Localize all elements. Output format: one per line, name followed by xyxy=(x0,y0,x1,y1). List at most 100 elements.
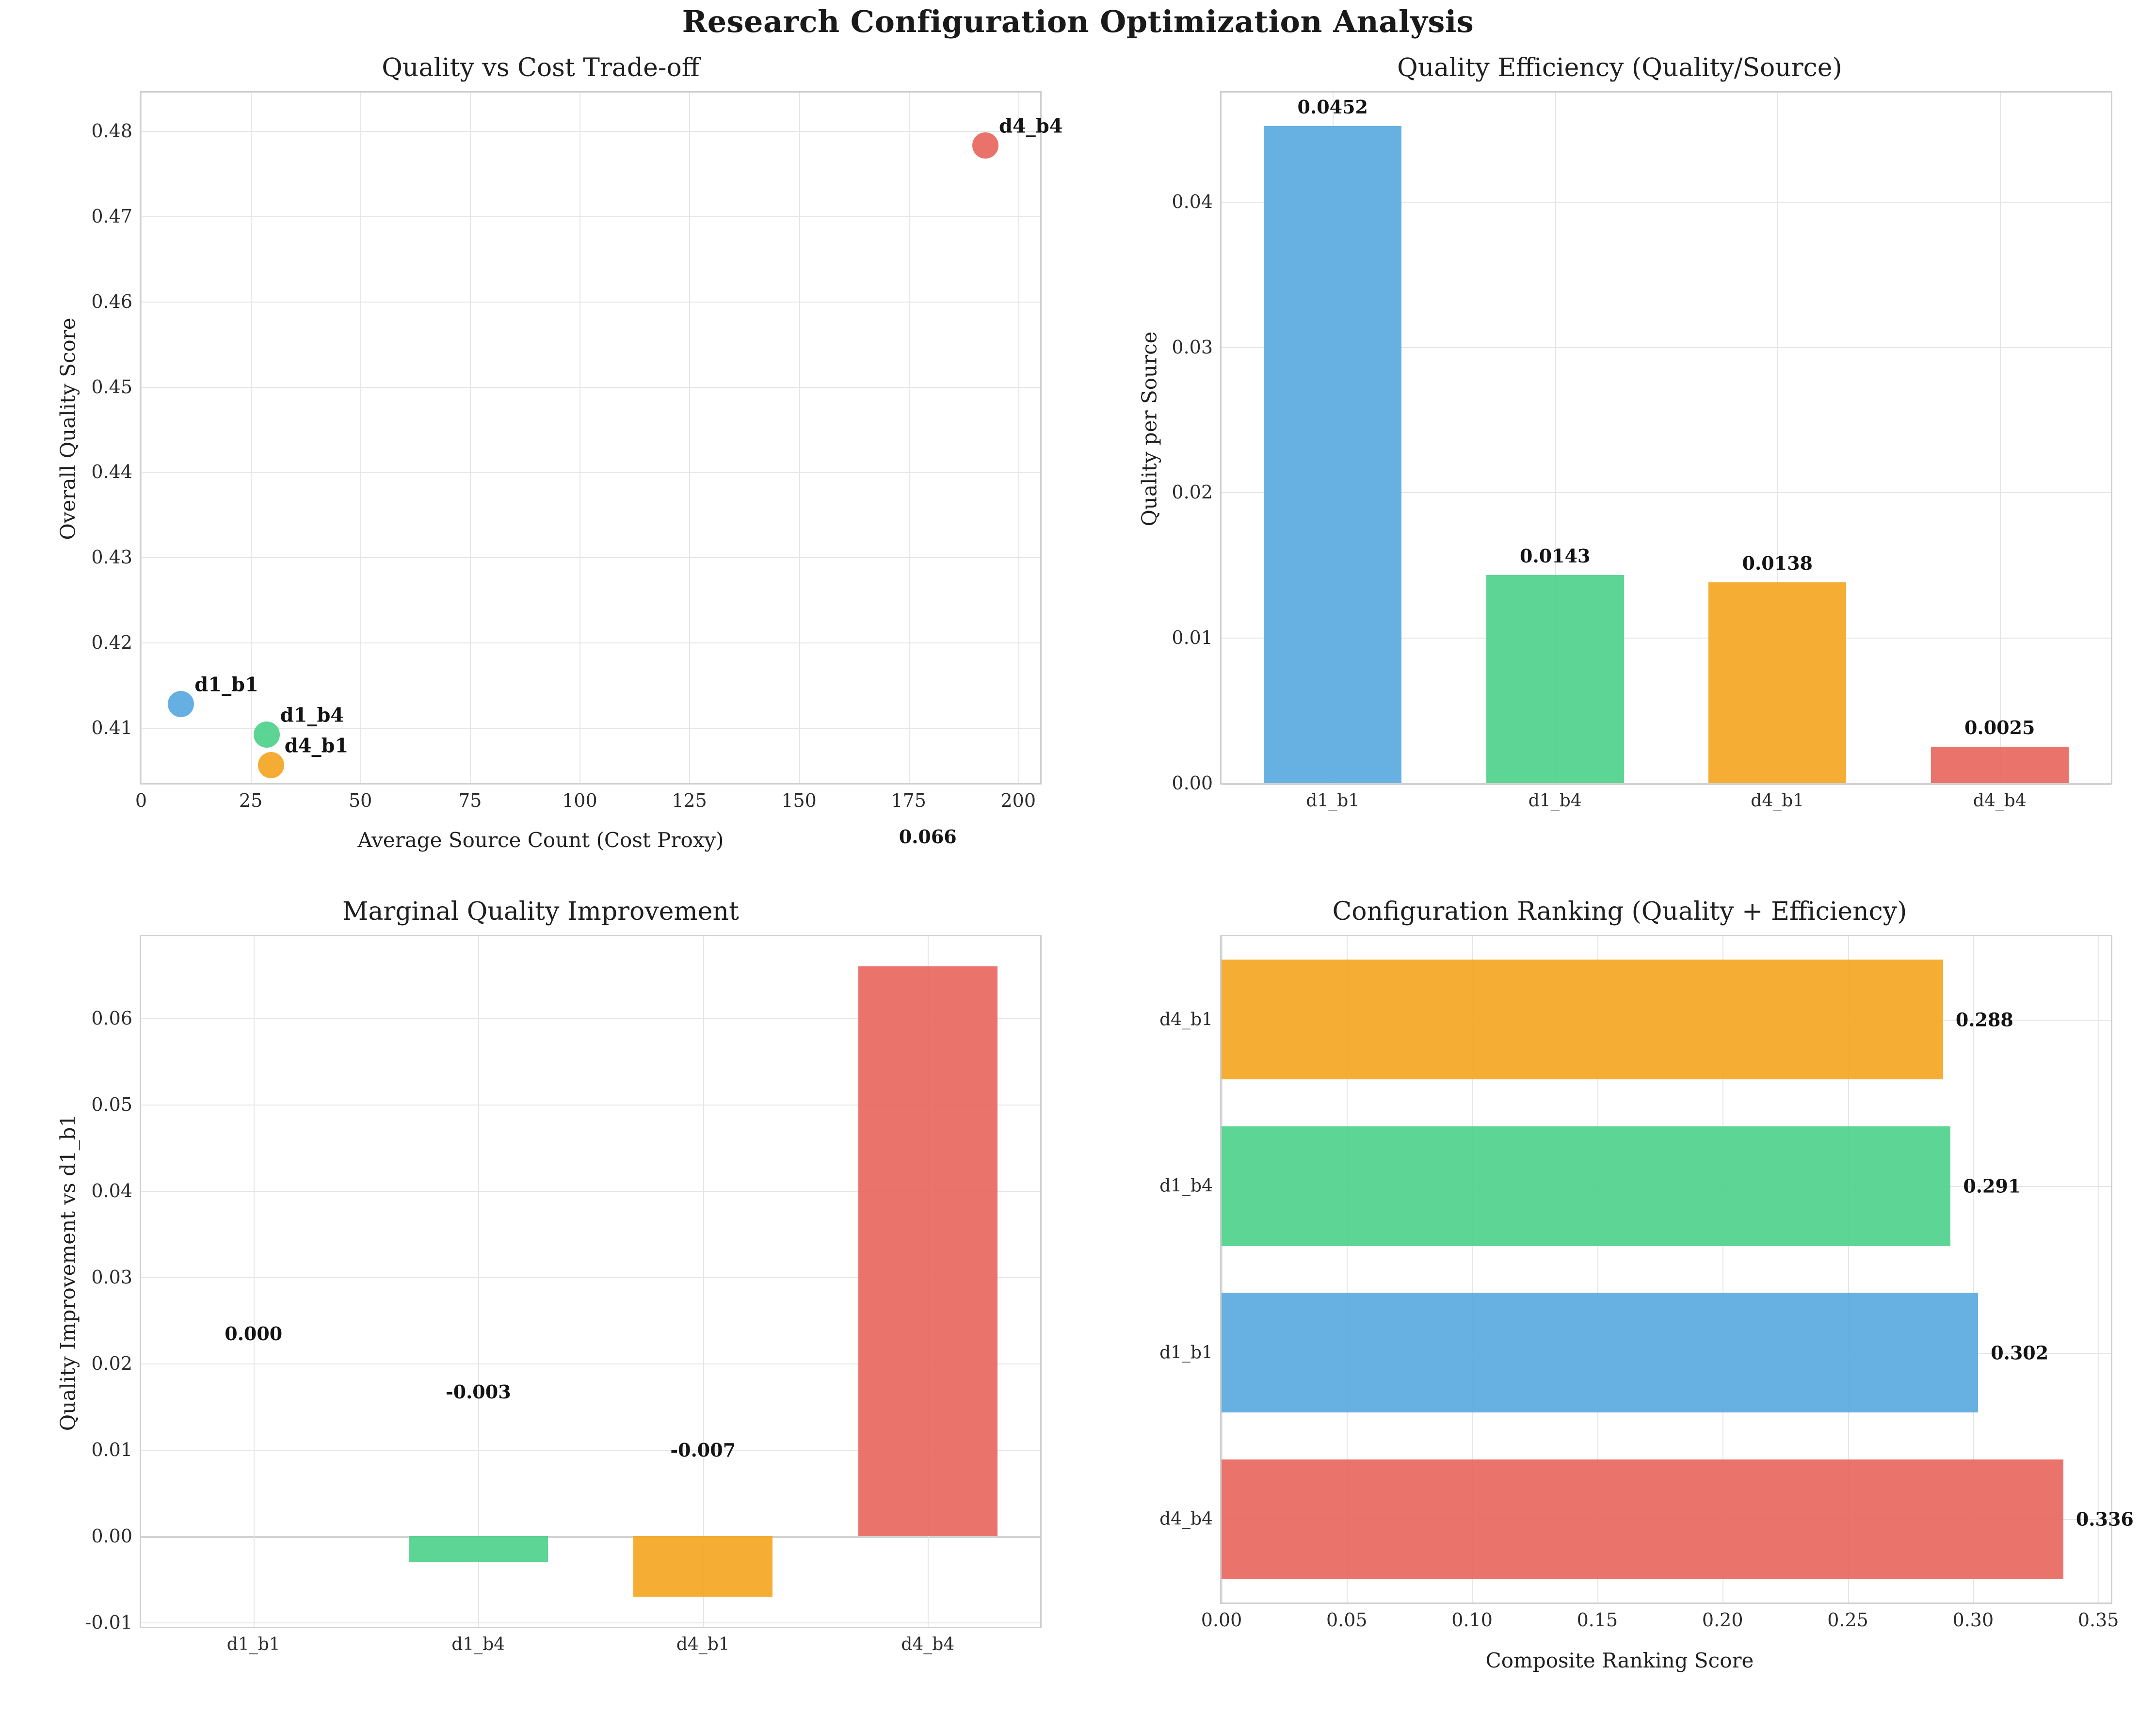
xtick-label: 200 xyxy=(1000,790,1036,811)
bar-value-label: 0.0138 xyxy=(1742,552,1813,575)
bar-d4_b4[interactable] xyxy=(1931,747,2069,783)
bar-value-label: 0.291 xyxy=(1963,1175,2021,1197)
gridline-horizontal xyxy=(1222,347,2111,348)
gridline-vertical xyxy=(1597,936,1598,1603)
bar-value-label: 0.066 xyxy=(899,826,957,848)
bar-d4_b1[interactable] xyxy=(633,1536,773,1597)
xtick-category-label[interactable]: d4_b4 xyxy=(1973,791,2027,811)
gridline-vertical xyxy=(689,93,691,783)
bar-value-label: 0.0143 xyxy=(1520,545,1591,567)
ytick-label: 0.00 xyxy=(1172,772,1213,794)
xtick-label: 0.05 xyxy=(1326,1609,1368,1631)
ytick-category-label[interactable]: d1_b4 xyxy=(1159,1176,1213,1196)
ytick-label: 0.48 xyxy=(91,120,132,142)
gridline-horizontal xyxy=(141,642,1040,643)
bar-value-label: 0.336 xyxy=(2076,1508,2134,1530)
scatter-point[interactable] xyxy=(168,690,194,717)
gridline-vertical xyxy=(360,93,362,783)
gridline-vertical xyxy=(1973,936,1974,1603)
gridline-horizontal xyxy=(141,1018,1040,1020)
xtick-category-label[interactable]: d4_b4 xyxy=(901,1635,955,1654)
gridline-horizontal xyxy=(141,1363,1040,1365)
bar-d1_b1[interactable] xyxy=(1264,126,1402,783)
bar-value-label: 0.0452 xyxy=(1297,96,1368,118)
gridline-horizontal xyxy=(141,131,1040,132)
xtick-label: 0 xyxy=(135,790,147,811)
bar-value-label: -0.007 xyxy=(670,1439,736,1461)
xtick-category-label[interactable]: d4_b1 xyxy=(1751,791,1804,811)
bar-d4_b4[interactable] xyxy=(1222,1459,2063,1579)
xtick-category-label[interactable]: d1_b4 xyxy=(1528,791,1582,811)
xtick-label: 0.30 xyxy=(1952,1609,1994,1631)
xlabel-average-source-count: Average Source Count (Cost Proxy) xyxy=(357,828,724,852)
scatter-point-label: d4_b4 xyxy=(998,114,1063,138)
ytick-label: 0.47 xyxy=(91,205,132,227)
gridline-horizontal xyxy=(141,1450,1040,1451)
gridline-vertical xyxy=(579,93,581,783)
xtick-label: 0.00 xyxy=(1201,1609,1242,1631)
panel-title-quality-efficiency: Quality Efficiency (Quality/Source) xyxy=(1397,53,1842,82)
ytick-label: 0.03 xyxy=(91,1266,132,1288)
ytick-label: 0.02 xyxy=(91,1353,132,1375)
scatter-point[interactable] xyxy=(257,752,284,779)
bar-d1_b4[interactable] xyxy=(1486,575,1624,783)
scatter-point[interactable] xyxy=(972,132,998,159)
bar-value-label: 0.302 xyxy=(1991,1342,2049,1364)
ytick-label: 0.44 xyxy=(91,461,132,483)
bar-d1_b1[interactable] xyxy=(1222,1293,1979,1413)
panel-quality-efficiency: Quality Efficiency (Quality/Source) 0.00… xyxy=(1110,48,2129,844)
gridline-vertical xyxy=(1555,93,1556,783)
figure-suptitle: Research Configuration Optimization Anal… xyxy=(682,4,1474,39)
gridline-horizontal xyxy=(141,1622,1040,1624)
ytick-label: 0.06 xyxy=(91,1008,132,1029)
gridline-horizontal xyxy=(141,216,1040,217)
bar-d1_b4[interactable] xyxy=(408,1536,548,1562)
ytick-label: 0.05 xyxy=(91,1094,132,1116)
xtick-category-label[interactable]: d1_b4 xyxy=(451,1635,505,1654)
scatter-point-label: d4_b1 xyxy=(284,734,349,757)
bar-d4_b1[interactable] xyxy=(1708,582,1847,783)
panel-quality-vs-cost: Quality vs Cost Trade-off 0.41 0.42 0.43 0.… xyxy=(29,48,1063,852)
gridline-vertical xyxy=(799,93,800,783)
ytick-label: 0.41 xyxy=(91,717,132,738)
xtick-category-label[interactable]: d1_b1 xyxy=(226,1635,280,1654)
xtick-label: 50 xyxy=(349,790,372,811)
bar-d4_b4[interactable] xyxy=(858,966,998,1537)
scatter-point[interactable] xyxy=(253,721,280,748)
xtick-label: 0.15 xyxy=(1577,1609,1618,1631)
gridline-vertical xyxy=(908,93,910,783)
axes-quality-vs-cost: 0.41 0.42 0.43 0.44 0.45 0.46 0.47 0.48 0 25 50 75 1… xyxy=(91,91,1063,811)
gridline-horizontal xyxy=(141,1536,1040,1539)
ytick-label: 0.03 xyxy=(1172,336,1213,358)
ytick-label: 0.01 xyxy=(91,1439,132,1461)
gridline-vertical xyxy=(141,93,142,783)
gridline-vertical xyxy=(1848,936,1849,1603)
gridline-vertical xyxy=(251,93,252,783)
ylabel-quality-improvement: Quality Improvement vs d1_b1 xyxy=(56,1114,80,1431)
gridline-vertical xyxy=(470,93,471,783)
gridline-horizontal xyxy=(1222,783,2111,785)
ytick-category-label[interactable]: d4_b1 xyxy=(1159,1010,1213,1030)
gridline-vertical xyxy=(2098,936,2100,1603)
ytick-category-label[interactable]: d1_b1 xyxy=(1159,1343,1213,1363)
bar-d1_b4[interactable] xyxy=(1222,1126,1951,1246)
xtick-label: 0.20 xyxy=(1702,1609,1743,1631)
xtick-category-label[interactable]: d1_b1 xyxy=(1306,791,1360,811)
gridline-horizontal xyxy=(141,1105,1040,1106)
gridline-vertical xyxy=(703,936,704,1627)
xtick-label: 25 xyxy=(239,790,263,811)
xtick-label: 100 xyxy=(562,790,597,811)
xtick-label: 175 xyxy=(891,790,926,811)
bar-value-label: 0.288 xyxy=(1955,1009,2013,1031)
bar-value-label: -0.003 xyxy=(445,1381,511,1403)
xtick-category-label[interactable]: d4_b1 xyxy=(676,1635,730,1654)
gridline-horizontal xyxy=(1222,638,2111,639)
ytick-label: 0.04 xyxy=(91,1180,132,1202)
axes-marginal-quality-improvement: -0.01 0.00 0.01 0.02 0.03 0.04 0.05 0.06 d1_b1 0.… xyxy=(85,826,1042,1654)
bar-d4_b1[interactable] xyxy=(1222,960,1943,1080)
panel-title-configuration-ranking: Configuration Ranking (Quality + Efficie… xyxy=(1332,897,1907,926)
ytick-label: 0.04 xyxy=(1172,191,1213,212)
gridline-horizontal xyxy=(1222,492,2111,494)
ytick-category-label[interactable]: d4_b4 xyxy=(1159,1509,1213,1529)
panel-marginal-quality-improvement: Marginal Quality Improvement -0.01 0.00 0.… xyxy=(29,826,1052,1687)
